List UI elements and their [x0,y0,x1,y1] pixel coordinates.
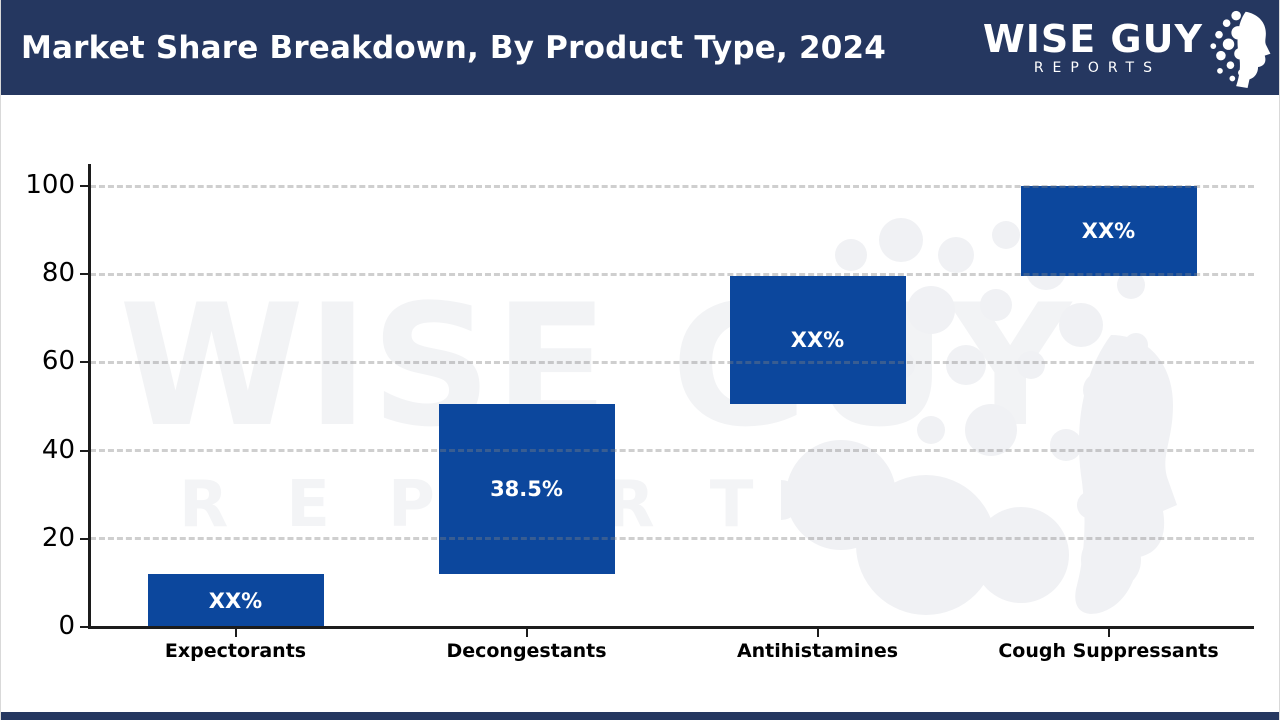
brand-wordmark: WISE GUY REPORTS [982,16,1203,77]
gridline-100 [90,184,1254,188]
bar-value-label: XX% [1081,219,1136,244]
y-tick-label-100: 100 [25,170,75,200]
y-tick-label-0: 0 [58,611,75,641]
bar-antihistamines: XX% [729,276,906,405]
brand-name: WISE GUY [982,16,1203,61]
x-tick-label-3: Cough Suppressants [998,640,1219,662]
bar-cough-suppressants: XX% [1020,186,1197,277]
watermark-face-icon [781,218,1177,615]
bar-value-label: XX% [208,588,263,613]
brand-logo: WISE GUY REPORTS [983,8,1271,88]
y-tick-60 [80,361,88,364]
x-axis-line [88,625,1254,629]
y-tick-0 [80,626,88,628]
x-tick-0 [234,628,237,637]
x-tick-label-2: Antihistamines [736,640,899,662]
brand-subtitle: REPORTS [1033,60,1161,77]
gridline-20 [90,537,1254,541]
y-tick-100 [80,185,88,187]
y-tick-20 [80,537,88,540]
gridline-80 [90,272,1254,276]
y-tick-label-80: 80 [41,258,75,289]
y-tick-40 [80,449,88,452]
bar-decongestants: 38.5% [438,404,615,575]
y-tick-label-60: 60 [41,346,75,377]
x-tick-3 [1107,628,1110,637]
x-tick-label-0: Expectorants [164,640,307,662]
page-title: Market Share Breakdown, By Product Type,… [21,29,887,66]
gridline-60 [90,360,1254,364]
y-tick-80 [80,273,88,276]
y-axis-line [88,163,91,629]
bar-value-label: XX% [790,328,845,353]
y-tick-label-40: 40 [41,434,75,465]
y-tick-label-20: 20 [41,522,75,553]
bar-expectorants: XX% [147,574,324,627]
header-bar: Market Share Breakdown, By Product Type,… [1,0,1279,95]
brand-face-icon [1210,10,1271,88]
x-tick-1 [525,628,528,637]
gridline-40 [90,449,1254,453]
bar-value-label: 38.5% [490,477,563,502]
x-tick-2 [816,628,819,637]
footer-bar [1,712,1279,720]
x-tick-label-1: Decongestants [446,640,607,662]
